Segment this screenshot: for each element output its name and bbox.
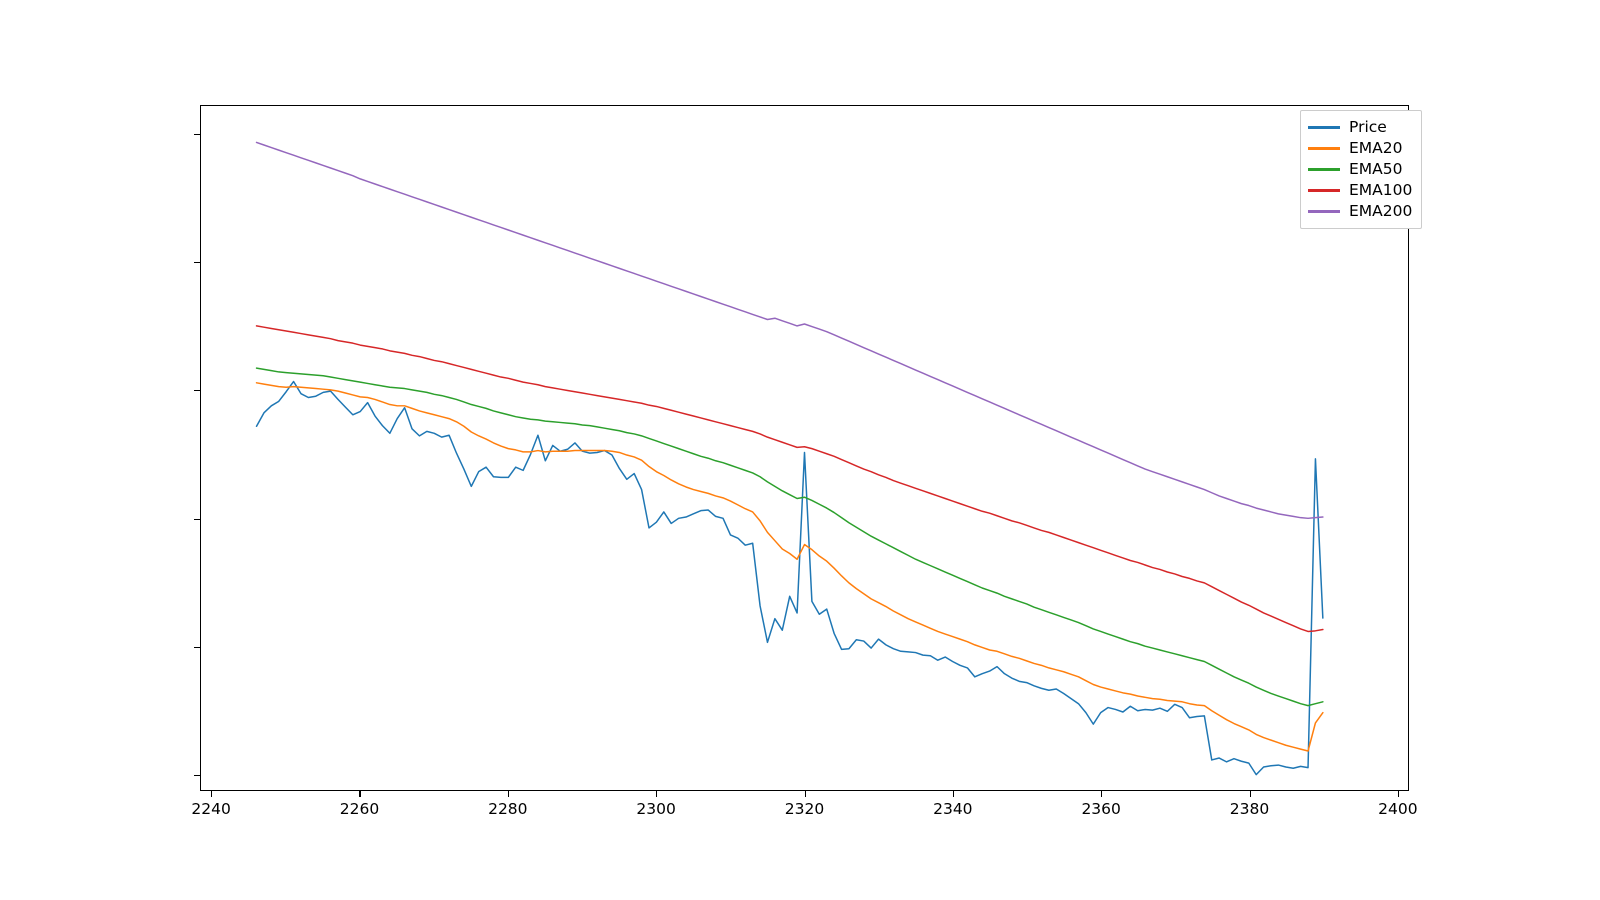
x-tick-mark	[1101, 791, 1103, 797]
x-tick-label: 2400	[1378, 800, 1418, 818]
legend-label: EMA200	[1349, 201, 1413, 220]
legend-swatch-icon	[1308, 126, 1340, 129]
x-tick-mark	[656, 791, 658, 797]
y-tick-mark	[194, 262, 200, 264]
legend-item-ema50: EMA50	[1308, 159, 1412, 180]
x-tick-mark	[211, 791, 213, 797]
y-tick-mark	[194, 646, 200, 648]
legend-label: EMA50	[1349, 159, 1403, 178]
legend-label: Price	[1349, 117, 1387, 136]
legend-item-price: Price	[1308, 117, 1412, 138]
x-tick-mark	[507, 791, 509, 797]
x-tick-label: 2360	[1081, 800, 1121, 818]
x-tick-mark	[804, 791, 806, 797]
legend-item-ema20: EMA20	[1308, 138, 1412, 159]
x-tick-label: 2280	[488, 800, 528, 818]
legend-label: EMA20	[1349, 138, 1403, 157]
y-tick-mark	[194, 774, 200, 777]
x-tick-label: 2380	[1229, 800, 1270, 818]
y-tick-mark	[194, 133, 200, 135]
y-tick-mark	[194, 390, 200, 392]
y-tick-mark	[194, 518, 200, 520]
x-tick-mark	[1249, 791, 1251, 797]
series-line-ema100	[255, 325, 1324, 633]
legend-label: EMA100	[1349, 180, 1413, 199]
plot-area	[200, 105, 1409, 791]
legend-item-ema100: EMA100	[1308, 180, 1412, 201]
x-tick-mark	[952, 791, 954, 797]
plot-lines	[255, 141, 1324, 776]
x-tick-label: 2240	[191, 800, 231, 818]
legend-swatch-icon	[1308, 147, 1340, 150]
x-tick-label: 2260	[339, 800, 380, 818]
x-tick-label: 2300	[636, 800, 676, 818]
legend-swatch-icon	[1308, 189, 1340, 192]
series-line-ema20	[255, 382, 1324, 752]
series-line-price	[255, 380, 1324, 776]
series-line-ema200	[255, 141, 1324, 520]
legend-item-ema200: EMA200	[1308, 201, 1412, 222]
legend-swatch-icon	[1308, 210, 1340, 213]
x-tick-label: 2340	[933, 800, 973, 818]
y-axis: 0.020.040.060.080.100.12	[0, 0, 200, 900]
legend-swatch-icon	[1308, 168, 1340, 171]
chart-legend: Price EMA20 EMA50 EMA100 EMA200	[1300, 110, 1423, 229]
x-tick-mark	[1397, 791, 1399, 797]
series-line-ema50	[255, 367, 1324, 707]
x-tick-mark	[359, 791, 361, 797]
x-tick-label: 2320	[784, 800, 825, 818]
